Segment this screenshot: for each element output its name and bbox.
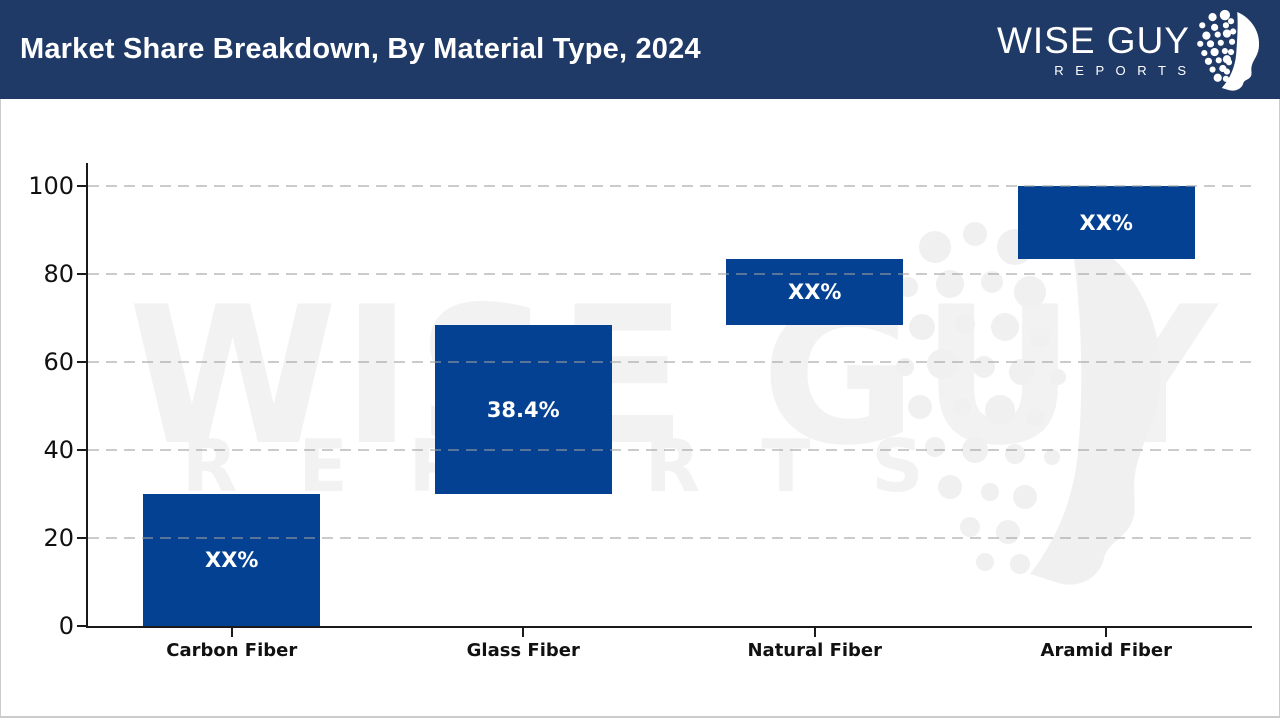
bar [726, 259, 904, 326]
gridline [88, 185, 1252, 187]
gridline [88, 449, 1252, 451]
bar-value-label: 38.4% [486, 397, 560, 422]
x-tick [1105, 628, 1108, 637]
gridline [88, 537, 1252, 539]
y-tick-label: 60 [43, 348, 74, 376]
x-tick [522, 628, 525, 637]
x-tick [230, 628, 233, 637]
bar-value-label: XX% [205, 548, 259, 572]
x-tick [813, 628, 816, 637]
brand-logo: WISE GUY R E P O R T S [997, 4, 1266, 96]
card-border-left [0, 99, 1, 717]
category-label: Natural Fiber [747, 640, 883, 661]
bar-value-label: XX% [788, 280, 842, 305]
x-axis-spine [86, 626, 1252, 628]
y-tick [77, 537, 86, 539]
y-tick-label: 0 [58, 612, 74, 640]
logo-head-icon [1197, 9, 1260, 91]
category-label: Glass Fiber [466, 640, 580, 661]
y-tick [77, 625, 86, 627]
y-axis-spine [86, 163, 88, 628]
y-tick-label: 80 [43, 260, 74, 288]
chart-title: Market Share Breakdown, By Material Type… [20, 33, 701, 65]
gridline [88, 361, 1252, 363]
bar-value-label: XX% [1079, 210, 1133, 235]
y-tick-label: 20 [43, 524, 74, 552]
brand-logo-text: WISE GUY R E P O R T S [996, 20, 1190, 78]
card-border-bottom [0, 716, 1280, 718]
y-tick-label: 40 [43, 436, 74, 464]
category-label: Carbon Fiber [166, 640, 298, 661]
y-tick [77, 361, 86, 363]
y-tick-label: 100 [28, 172, 74, 200]
y-tick [77, 449, 86, 451]
y-tick [77, 273, 86, 275]
bar [143, 494, 321, 626]
gridline [88, 273, 1252, 275]
header-bar: Market Share Breakdown, By Material Type… [0, 0, 1280, 99]
bar [434, 325, 612, 494]
logo-wordmark: WISE GUY [996, 20, 1190, 62]
logo-subtext: R E P O R T S [1054, 62, 1190, 78]
category-label: Aramid Fiber [1040, 640, 1172, 661]
y-tick [77, 185, 86, 187]
